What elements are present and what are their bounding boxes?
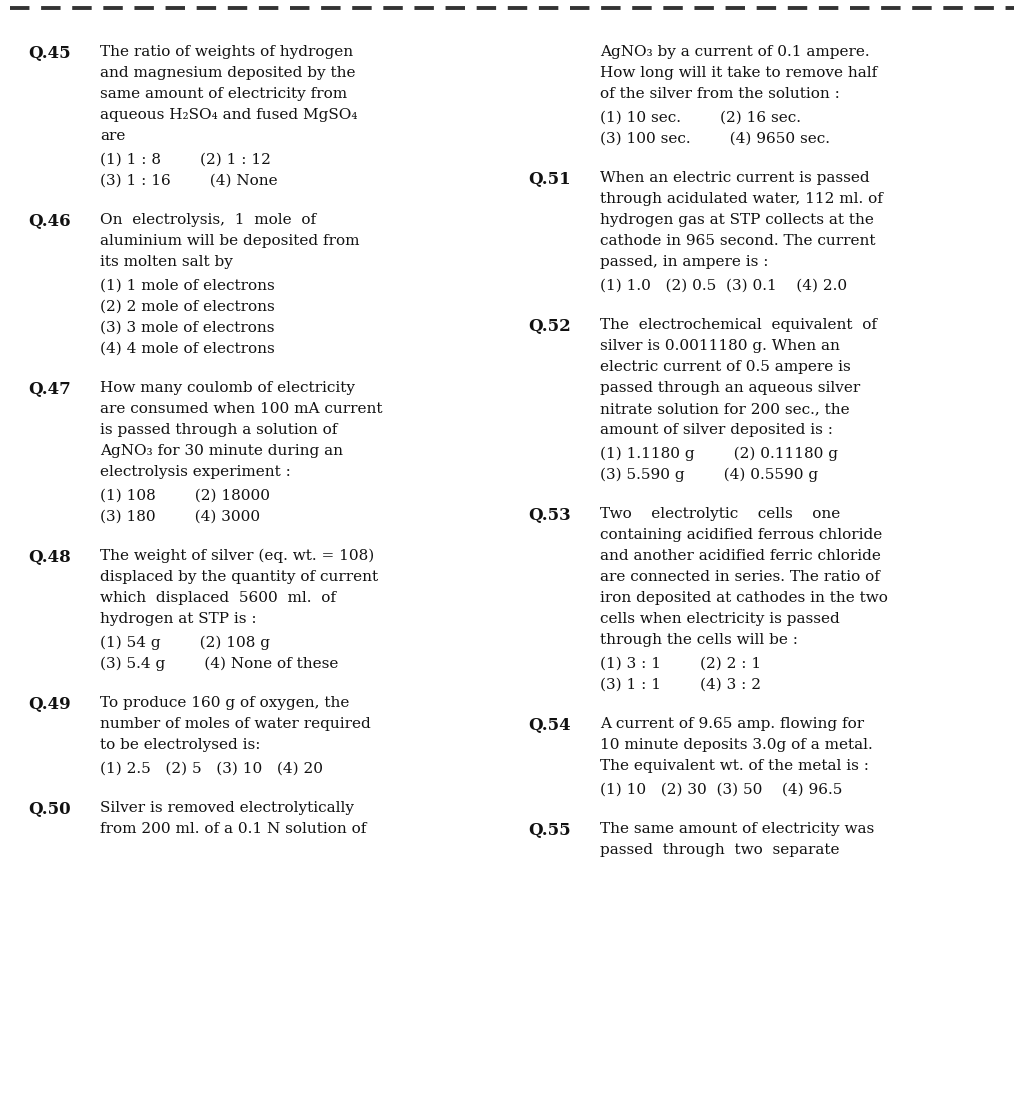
Text: and magnesium deposited by the: and magnesium deposited by the: [100, 66, 355, 80]
Text: (1) 108        (2) 18000: (1) 108 (2) 18000: [100, 489, 270, 503]
Text: The same amount of electricity was: The same amount of electricity was: [600, 822, 874, 836]
Text: AgNO₃ by a current of 0.1 ampere.: AgNO₃ by a current of 0.1 ampere.: [600, 45, 869, 59]
Text: same amount of electricity from: same amount of electricity from: [100, 87, 347, 101]
Text: Q.54: Q.54: [528, 717, 570, 733]
Text: The weight of silver (eq. wt. = 108): The weight of silver (eq. wt. = 108): [100, 549, 374, 563]
Text: cells when electricity is passed: cells when electricity is passed: [600, 612, 840, 626]
Text: silver is 0.0011180 g. When an: silver is 0.0011180 g. When an: [600, 339, 840, 352]
Text: of the silver from the solution :: of the silver from the solution :: [600, 87, 840, 101]
Text: through the cells will be :: through the cells will be :: [600, 634, 798, 647]
Text: Q.45: Q.45: [28, 45, 71, 61]
Text: (2) 2 mole of electrons: (2) 2 mole of electrons: [100, 300, 274, 314]
Text: to be electrolysed is:: to be electrolysed is:: [100, 738, 260, 752]
Text: (1) 10 sec.        (2) 16 sec.: (1) 10 sec. (2) 16 sec.: [600, 111, 801, 125]
Text: (1) 1.0   (2) 0.5  (3) 0.1    (4) 2.0: (1) 1.0 (2) 0.5 (3) 0.1 (4) 2.0: [600, 279, 847, 293]
Text: hydrogen at STP is :: hydrogen at STP is :: [100, 612, 257, 626]
Text: On  electrolysis,  1  mole  of: On electrolysis, 1 mole of: [100, 213, 316, 227]
Text: aqueous H₂SO₄ and fused MgSO₄: aqueous H₂SO₄ and fused MgSO₄: [100, 108, 357, 122]
Text: are consumed when 100 mA current: are consumed when 100 mA current: [100, 402, 383, 416]
Text: number of moles of water required: number of moles of water required: [100, 717, 371, 731]
Text: (1) 10   (2) 30  (3) 50    (4) 96.5: (1) 10 (2) 30 (3) 50 (4) 96.5: [600, 783, 843, 797]
Text: The ratio of weights of hydrogen: The ratio of weights of hydrogen: [100, 45, 353, 59]
Text: and another acidified ferric chloride: and another acidified ferric chloride: [600, 549, 881, 563]
Text: (3) 3 mole of electrons: (3) 3 mole of electrons: [100, 321, 274, 335]
Text: How many coulomb of electricity: How many coulomb of electricity: [100, 381, 355, 395]
Text: (3) 100 sec.        (4) 9650 sec.: (3) 100 sec. (4) 9650 sec.: [600, 132, 830, 146]
Text: cathode in 965 second. The current: cathode in 965 second. The current: [600, 234, 876, 248]
Text: Q.48: Q.48: [28, 549, 71, 565]
Text: The  electrochemical  equivalent  of: The electrochemical equivalent of: [600, 318, 877, 332]
Text: through acidulated water, 112 ml. of: through acidulated water, 112 ml. of: [600, 192, 883, 206]
Text: The equivalent wt. of the metal is :: The equivalent wt. of the metal is :: [600, 759, 869, 773]
Text: displaced by the quantity of current: displaced by the quantity of current: [100, 570, 378, 584]
Text: amount of silver deposited is :: amount of silver deposited is :: [600, 423, 833, 437]
Text: AgNO₃ for 30 minute during an: AgNO₃ for 30 minute during an: [100, 444, 343, 458]
Text: When an electric current is passed: When an electric current is passed: [600, 171, 869, 184]
Text: electrolysis experiment :: electrolysis experiment :: [100, 464, 291, 479]
Text: Two    electrolytic    cells    one: Two electrolytic cells one: [600, 507, 841, 520]
Text: Q.52: Q.52: [528, 318, 570, 335]
Text: passed through an aqueous silver: passed through an aqueous silver: [600, 381, 860, 395]
Text: How long will it take to remove half: How long will it take to remove half: [600, 66, 878, 80]
Text: Q.53: Q.53: [528, 507, 570, 524]
Text: (4) 4 mole of electrons: (4) 4 mole of electrons: [100, 341, 274, 356]
Text: is passed through a solution of: is passed through a solution of: [100, 423, 337, 437]
Text: A current of 9.65 amp. flowing for: A current of 9.65 amp. flowing for: [600, 717, 864, 731]
Text: Silver is removed electrolytically: Silver is removed electrolytically: [100, 802, 354, 815]
Text: Q.51: Q.51: [528, 171, 570, 188]
Text: containing acidified ferrous chloride: containing acidified ferrous chloride: [600, 528, 883, 542]
Text: aluminium will be deposited from: aluminium will be deposited from: [100, 234, 359, 248]
Text: Q.46: Q.46: [28, 213, 71, 229]
Text: electric current of 0.5 ampere is: electric current of 0.5 ampere is: [600, 360, 851, 374]
Text: Q.55: Q.55: [528, 822, 570, 839]
Text: (1) 3 : 1        (2) 2 : 1: (1) 3 : 1 (2) 2 : 1: [600, 657, 761, 671]
Text: (3) 5.4 g        (4) None of these: (3) 5.4 g (4) None of these: [100, 657, 338, 671]
Text: are connected in series. The ratio of: are connected in series. The ratio of: [600, 570, 880, 584]
Text: (1) 54 g        (2) 108 g: (1) 54 g (2) 108 g: [100, 636, 270, 650]
Text: Q.47: Q.47: [28, 381, 71, 397]
Text: (3) 1 : 16        (4) None: (3) 1 : 16 (4) None: [100, 173, 278, 188]
Text: Q.50: Q.50: [28, 802, 71, 818]
Text: which  displaced  5600  ml.  of: which displaced 5600 ml. of: [100, 591, 336, 605]
Text: from 200 ml. of a 0.1 N solution of: from 200 ml. of a 0.1 N solution of: [100, 822, 367, 836]
Text: (1) 1 mole of electrons: (1) 1 mole of electrons: [100, 279, 274, 293]
Text: 10 minute deposits 3.0g of a metal.: 10 minute deposits 3.0g of a metal.: [600, 738, 872, 752]
Text: passed  through  two  separate: passed through two separate: [600, 843, 840, 858]
Text: iron deposited at cathodes in the two: iron deposited at cathodes in the two: [600, 591, 888, 605]
Text: (1) 1 : 8        (2) 1 : 12: (1) 1 : 8 (2) 1 : 12: [100, 153, 271, 167]
Text: (3) 180        (4) 3000: (3) 180 (4) 3000: [100, 509, 260, 524]
Text: (3) 1 : 1        (4) 3 : 2: (3) 1 : 1 (4) 3 : 2: [600, 677, 761, 692]
Text: are: are: [100, 128, 125, 143]
Text: (1) 2.5   (2) 5   (3) 10   (4) 20: (1) 2.5 (2) 5 (3) 10 (4) 20: [100, 762, 323, 776]
Text: nitrate solution for 200 sec., the: nitrate solution for 200 sec., the: [600, 402, 850, 416]
Text: hydrogen gas at STP collects at the: hydrogen gas at STP collects at the: [600, 213, 873, 227]
Text: Q.49: Q.49: [28, 696, 71, 713]
Text: passed, in ampere is :: passed, in ampere is :: [600, 255, 768, 269]
Text: its molten salt by: its molten salt by: [100, 255, 232, 269]
Text: To produce 160 g of oxygen, the: To produce 160 g of oxygen, the: [100, 696, 349, 710]
Text: (3) 5.590 g        (4) 0.5590 g: (3) 5.590 g (4) 0.5590 g: [600, 468, 818, 482]
Text: (1) 1.1180 g        (2) 0.11180 g: (1) 1.1180 g (2) 0.11180 g: [600, 447, 838, 461]
